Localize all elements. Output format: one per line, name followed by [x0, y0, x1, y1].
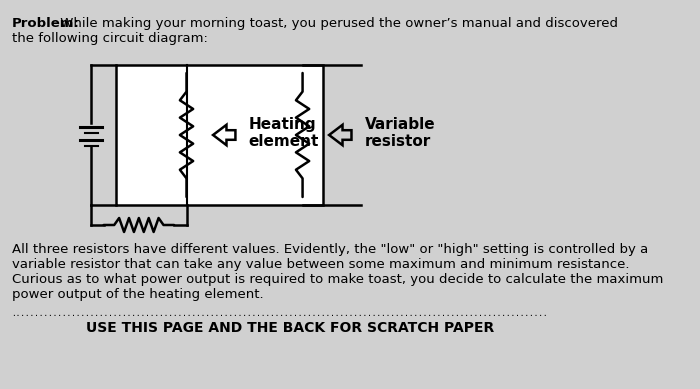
Text: While making your morning toast, you perused the owner’s manual and discovered: While making your morning toast, you per…: [57, 17, 618, 30]
Text: Curious as to what power output is required to make toast, you decide to calcula: Curious as to what power output is requi…: [12, 273, 663, 286]
Text: variable resistor that can take any value between some maximum and minimum resis: variable resistor that can take any valu…: [12, 258, 629, 271]
Text: Heating
element: Heating element: [248, 117, 319, 149]
Text: USE THIS PAGE AND THE BACK FOR SCRATCH PAPER: USE THIS PAGE AND THE BACK FOR SCRATCH P…: [86, 321, 494, 335]
Text: ................................................................................: ........................................…: [12, 309, 548, 318]
Text: Problem:: Problem:: [12, 17, 80, 30]
Text: All three resistors have different values. Evidently, the "low" or "high" settin: All three resistors have different value…: [12, 243, 648, 256]
Text: Variable
resistor: Variable resistor: [365, 117, 435, 149]
Text: the following circuit diagram:: the following circuit diagram:: [12, 32, 207, 45]
Text: power output of the heating element.: power output of the heating element.: [12, 288, 263, 301]
Bar: [116, 65, 323, 205]
